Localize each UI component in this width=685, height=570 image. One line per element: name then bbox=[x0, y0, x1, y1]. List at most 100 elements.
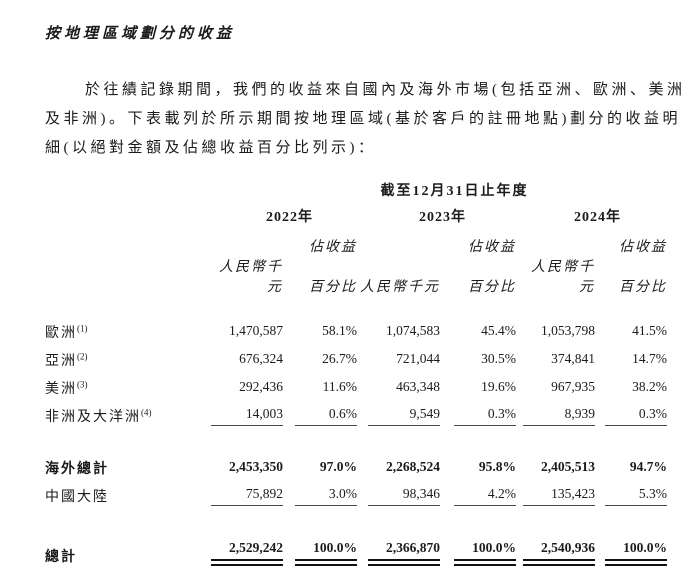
value-2022-amount: 676,324 bbox=[239, 351, 283, 366]
row-label-cell: 非洲及大洋洲(4) bbox=[45, 398, 210, 426]
spacer-cell bbox=[45, 296, 667, 314]
value-2022-pct: 3.0% bbox=[295, 486, 357, 506]
value-2024-amount: 8,939 bbox=[523, 406, 595, 426]
spacer-row bbox=[45, 506, 667, 536]
pct-header-line2-2022: 百分比 bbox=[309, 280, 357, 295]
value-2022-pct: 97.0% bbox=[319, 459, 357, 474]
value-2023-pct: 0.3% bbox=[454, 406, 516, 426]
amount-header-2024: 人民幣千元 bbox=[531, 260, 595, 295]
paragraph-line-3: 細(以絕對金額及佔總收益百分比列示)： bbox=[45, 140, 377, 156]
spacer-row bbox=[45, 296, 667, 314]
pct-header-line1-2023: 佔收益 bbox=[468, 240, 516, 255]
spacer-cell bbox=[516, 226, 595, 256]
pct-header-line2-2023: 百分比 bbox=[468, 280, 516, 295]
row-label: 中國大陸 bbox=[45, 490, 109, 505]
footnote-ref: (1) bbox=[77, 323, 88, 334]
spacer-cell bbox=[45, 200, 210, 226]
period-header-row: 截至12月31日止年度 bbox=[45, 176, 667, 200]
value-2022-pct: 100.0% bbox=[295, 540, 357, 566]
table-row-mainland-china: 中國大陸 75,892 3.0% 98,346 4.2% 135,423 5.3… bbox=[45, 478, 667, 506]
row-label: 歐洲 bbox=[45, 326, 77, 341]
pct-header-row-1: 佔收益 佔收益 佔收益 bbox=[45, 226, 667, 256]
footnote-ref: (4) bbox=[141, 407, 152, 418]
spacer-cell bbox=[45, 176, 210, 200]
intro-paragraph: 於往績記錄期間，我們的收益來自國內及海外市場(包括亞洲、歐洲、美洲 及非洲)。下… bbox=[45, 76, 685, 163]
spacer-cell bbox=[357, 226, 440, 256]
spacer-cell bbox=[45, 426, 667, 450]
value-2023-pct: 30.5% bbox=[481, 351, 516, 366]
footnote-ref: (3) bbox=[77, 379, 88, 390]
spacer-cell bbox=[210, 226, 283, 256]
value-2024-pct: 38.2% bbox=[632, 379, 667, 394]
value-2023-amount: 2,268,524 bbox=[386, 459, 440, 474]
row-label-cell: 海外總計 bbox=[45, 450, 210, 478]
value-2022-amount: 1,470,587 bbox=[229, 323, 283, 338]
value-2023-amount: 9,549 bbox=[368, 406, 440, 426]
value-2022-pct: 58.1% bbox=[322, 323, 357, 338]
section-heading: 按地理區域劃分的收益 bbox=[45, 26, 236, 42]
value-2024-amount: 374,841 bbox=[551, 351, 595, 366]
value-2024-amount: 2,405,513 bbox=[541, 459, 595, 474]
row-label: 海外總計 bbox=[45, 462, 109, 477]
table-row-grand-total: 總計 2,529,242 100.0% 2,366,870 100.0% 2,5… bbox=[45, 536, 667, 566]
value-2022-pct: 26.7% bbox=[322, 351, 357, 366]
value-2023-pct: 95.8% bbox=[478, 459, 516, 474]
spacer-cell bbox=[45, 506, 667, 536]
value-2022-amount: 292,436 bbox=[239, 379, 283, 394]
value-2024-amount: 967,935 bbox=[551, 379, 595, 394]
row-label-cell: 美洲(3) bbox=[45, 370, 210, 398]
table-row-asia: 亞洲(2) 676,324 26.7% 721,044 30.5% 374,84… bbox=[45, 342, 667, 370]
value-2022-amount: 2,453,350 bbox=[229, 459, 283, 474]
amount-header-2022: 人民幣千元 bbox=[219, 260, 283, 295]
table-row-americas: 美洲(3) 292,436 11.6% 463,348 19.6% 967,93… bbox=[45, 370, 667, 398]
value-2024-pct: 14.7% bbox=[632, 351, 667, 366]
value-2022-pct: 0.6% bbox=[295, 406, 357, 426]
column-header-row: 人民幣千元 百分比 人民幣千元 百分比 人民幣千元 百分比 bbox=[45, 256, 667, 296]
value-2023-amount: 1,074,583 bbox=[386, 323, 440, 338]
value-2024-pct: 0.3% bbox=[605, 406, 667, 426]
paragraph-line-2: 及非洲)。下表載列於所示期間按地理區域(基於客戶的註冊地點)劃分的收益明 bbox=[45, 111, 681, 127]
spacer-cell bbox=[45, 256, 210, 296]
value-2023-pct: 100.0% bbox=[454, 540, 516, 566]
value-2024-pct: 100.0% bbox=[605, 540, 667, 566]
row-label: 非洲及大洋洲 bbox=[45, 410, 141, 425]
value-2022-amount: 75,892 bbox=[211, 486, 283, 506]
footnote-ref: (2) bbox=[77, 351, 88, 362]
row-label-cell: 中國大陸 bbox=[45, 478, 210, 506]
pct-header-line1-2024: 佔收益 bbox=[619, 240, 667, 255]
value-2023-pct: 19.6% bbox=[481, 379, 516, 394]
value-2024-pct: 41.5% bbox=[632, 323, 667, 338]
row-label: 美洲 bbox=[45, 382, 77, 397]
value-2022-amount: 14,003 bbox=[211, 406, 283, 426]
row-label-cell: 歐洲(1) bbox=[45, 314, 210, 342]
row-label-cell: 總計 bbox=[45, 536, 210, 566]
paragraph-line-1: 於往績記錄期間，我們的收益來自國內及海外市場(包括亞洲、歐洲、美洲 bbox=[85, 82, 685, 98]
value-2023-amount: 721,044 bbox=[396, 351, 440, 366]
value-2022-pct: 11.6% bbox=[322, 379, 357, 394]
value-2024-amount: 1,053,798 bbox=[541, 323, 595, 338]
value-2023-amount: 98,346 bbox=[368, 486, 440, 506]
value-2023-pct: 45.4% bbox=[481, 323, 516, 338]
table-row-europe: 歐洲(1) 1,470,587 58.1% 1,074,583 45.4% 1,… bbox=[45, 314, 667, 342]
value-2024-amount: 2,540,936 bbox=[523, 540, 595, 566]
row-label: 總計 bbox=[45, 550, 77, 565]
value-2022-amount: 2,529,242 bbox=[211, 540, 283, 566]
spacer-row bbox=[45, 426, 667, 450]
revenue-by-region-table: 截至12月31日止年度 2022年 2023年 2024年 佔收益 佔收益 佔收… bbox=[45, 176, 667, 566]
pct-header-line2-2024: 百分比 bbox=[619, 280, 667, 295]
value-2023-amount: 463,348 bbox=[396, 379, 440, 394]
period-header: 截至12月31日止年度 bbox=[380, 184, 529, 199]
pct-header-line1-2022: 佔收益 bbox=[309, 240, 357, 255]
table-row-overseas-total: 海外總計 2,453,350 97.0% 2,268,524 95.8% 2,4… bbox=[45, 450, 667, 478]
row-label: 亞洲 bbox=[45, 354, 77, 369]
value-2023-pct: 4.2% bbox=[454, 486, 516, 506]
year-header-2023: 2023年 bbox=[419, 210, 466, 225]
year-header-row: 2022年 2023年 2024年 bbox=[45, 200, 667, 226]
value-2024-amount: 135,423 bbox=[523, 486, 595, 506]
value-2023-amount: 2,366,870 bbox=[368, 540, 440, 566]
table-row-africa-oceania: 非洲及大洋洲(4) 14,003 0.6% 9,549 0.3% 8,939 0… bbox=[45, 398, 667, 426]
amount-header-2023: 人民幣千元 bbox=[360, 280, 440, 295]
value-2024-pct: 94.7% bbox=[629, 459, 667, 474]
row-label-cell: 亞洲(2) bbox=[45, 342, 210, 370]
